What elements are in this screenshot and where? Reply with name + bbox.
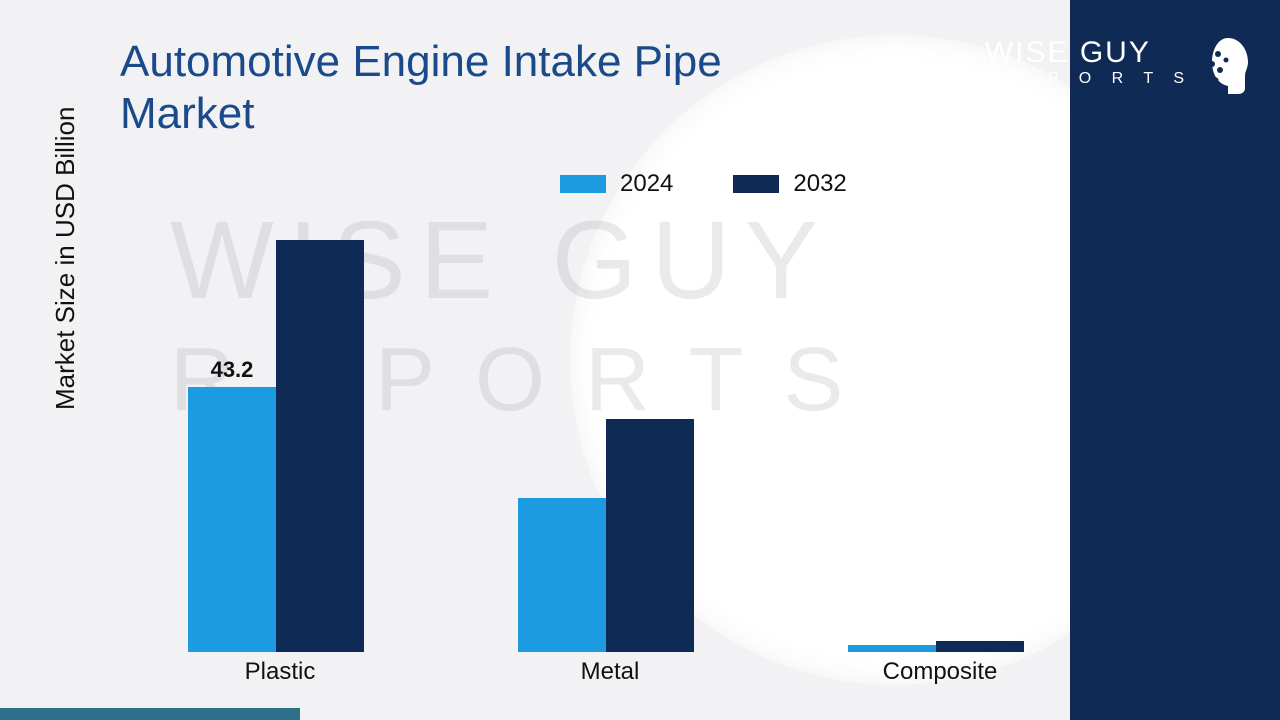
category-label: Plastic (180, 658, 380, 686)
legend-swatch-2024 (560, 175, 606, 193)
bar-chart: 43.2Plastic Metal Composite (120, 222, 1120, 652)
bar-metal-2024 (518, 498, 606, 652)
bar-plastic-2024: 43.2 (188, 387, 276, 652)
legend-item-2032: 2032 (733, 170, 846, 198)
legend-label-2024: 2024 (620, 170, 673, 198)
logo-line1: WISE GUY (985, 36, 1192, 70)
bar-group-plastic: 43.2Plastic (180, 222, 380, 652)
chart-title: Automotive Engine Intake Pipe Market (120, 36, 820, 140)
category-label: Metal (510, 658, 710, 686)
bar-value-label: 43.2 (211, 357, 254, 383)
bar-metal-2032 (606, 419, 694, 652)
legend-label-2032: 2032 (793, 170, 846, 198)
logo-head-icon (1198, 36, 1250, 104)
legend-item-2024: 2024 (560, 170, 673, 198)
bar-composite-2032 (936, 641, 1024, 652)
bar-plastic-2032 (276, 240, 364, 652)
bar-group-metal: Metal (510, 222, 710, 652)
y-axis-label: Market Size in USD Billion (50, 107, 81, 410)
brand-logo: WISE GUY R E P O R T S (985, 36, 1250, 104)
page: WISE GUY R E P O R T S Automotive Engine… (0, 0, 1280, 720)
legend: 2024 2032 (560, 170, 847, 198)
category-label: Composite (840, 658, 1040, 686)
bottom-accent-bar (0, 708, 300, 720)
logo-line2: R E P O R T S (985, 70, 1192, 88)
bar-composite-2024 (848, 645, 936, 652)
legend-swatch-2032 (733, 175, 779, 193)
bar-group-composite: Composite (840, 222, 1040, 652)
